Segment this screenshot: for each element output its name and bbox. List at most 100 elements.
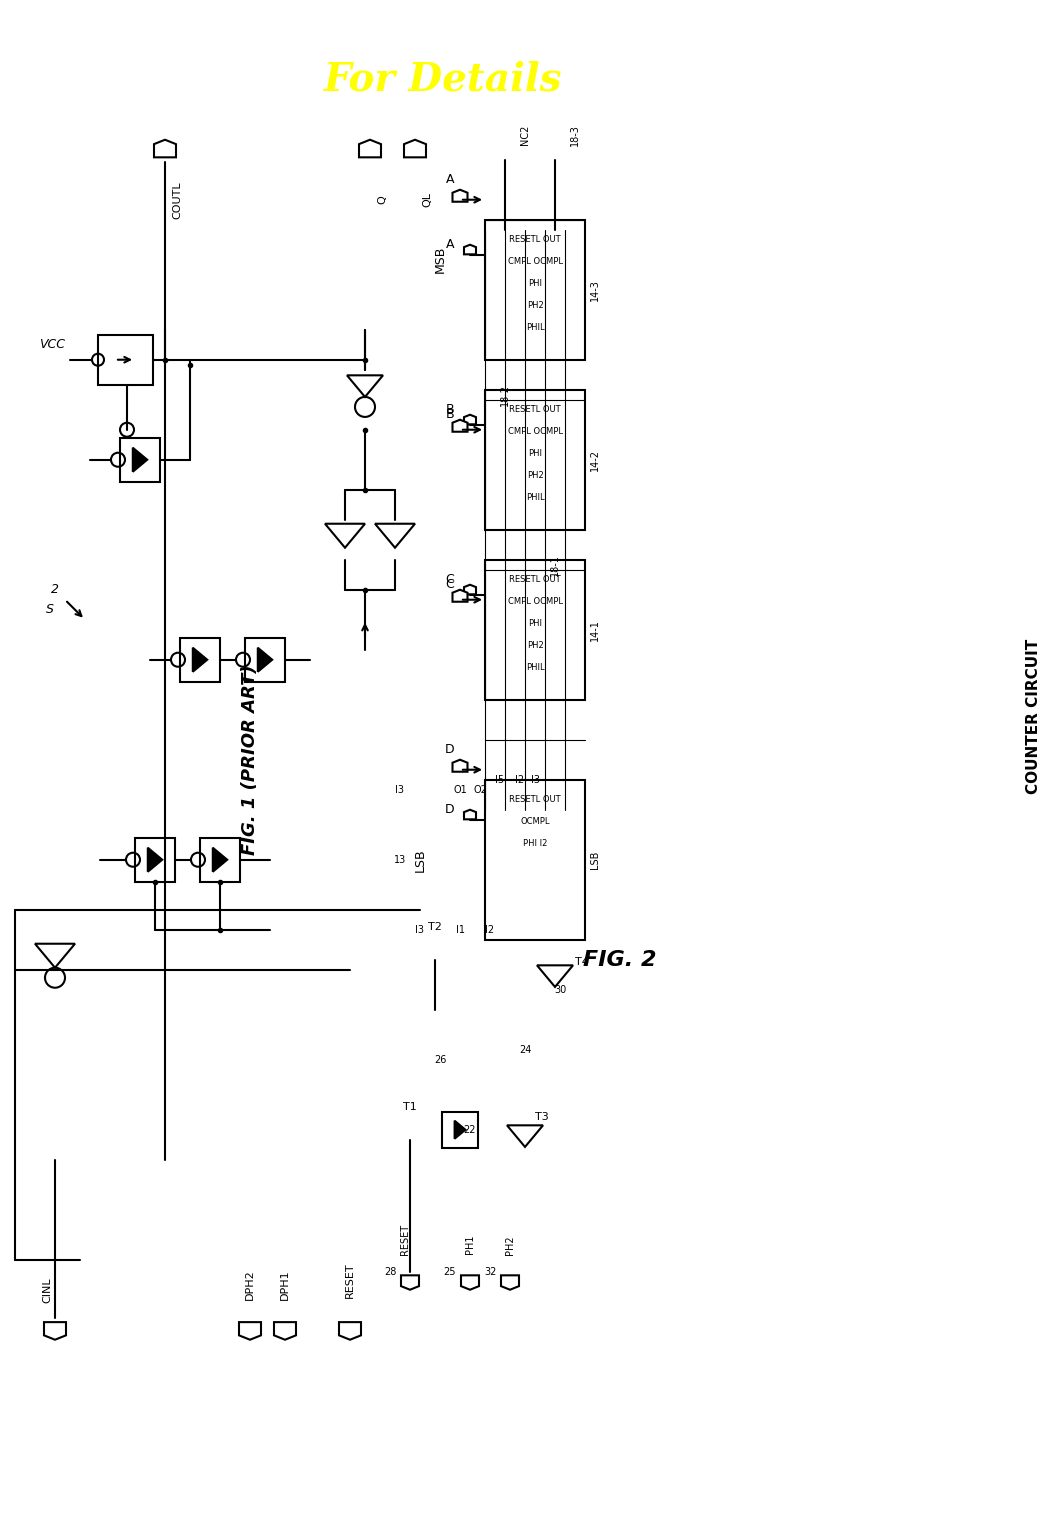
Text: VCC: VCC: [39, 338, 65, 351]
Bar: [98, 335, 153, 384]
Text: DPH1: DPH1: [280, 1269, 290, 1300]
Bar: [180, 637, 220, 681]
Polygon shape: [464, 809, 476, 820]
Polygon shape: [501, 1276, 519, 1289]
Text: 32: 32: [484, 1266, 496, 1277]
Text: RESET: RESET: [345, 1262, 355, 1297]
Text: 14-1: 14-1: [590, 619, 600, 640]
Text: 13: 13: [394, 855, 406, 864]
Text: RESET: RESET: [401, 1224, 410, 1256]
Text: I2: I2: [515, 774, 525, 785]
Text: I3: I3: [530, 774, 540, 785]
Text: 28: 28: [384, 1266, 396, 1277]
Text: CMPL OCMPL: CMPL OCMPL: [507, 597, 563, 607]
Text: CMPL OCMPL: CMPL OCMPL: [507, 258, 563, 267]
Text: FIG. 1 (PRIOR ART): FIG. 1 (PRIOR ART): [241, 664, 259, 855]
Text: COUTL: COUTL: [172, 181, 182, 218]
Text: OCMPL: OCMPL: [521, 817, 550, 826]
Text: 14-2: 14-2: [590, 448, 600, 471]
Bar: [120, 437, 160, 482]
Text: B: B: [446, 404, 454, 416]
Polygon shape: [239, 1323, 261, 1340]
Text: 2: 2: [51, 584, 59, 596]
Text: 18-3: 18-3: [570, 123, 580, 146]
Text: PH1: PH1: [465, 1234, 475, 1254]
Polygon shape: [148, 847, 162, 872]
Text: O1: O1: [453, 785, 467, 794]
Text: B: B: [446, 408, 454, 421]
Text: DPH2: DPH2: [245, 1269, 255, 1300]
Text: 24: 24: [519, 1045, 531, 1055]
Text: T3: T3: [535, 1111, 549, 1122]
Text: MSB: MSB: [433, 245, 447, 273]
Text: 26: 26: [434, 1055, 446, 1065]
Text: PHI: PHI: [528, 619, 542, 628]
Text: I1: I1: [455, 925, 465, 934]
Text: C: C: [446, 573, 454, 587]
Text: PHIL: PHIL: [526, 494, 544, 503]
Text: RESETL OUT: RESETL OUT: [509, 405, 561, 415]
Polygon shape: [404, 140, 426, 157]
Bar: [245, 637, 285, 681]
Text: PH2: PH2: [527, 642, 544, 651]
Text: I2: I2: [486, 925, 494, 934]
Polygon shape: [454, 1120, 466, 1138]
Text: COUNTER CIRCUIT: COUNTER CIRCUIT: [1027, 639, 1041, 794]
Polygon shape: [359, 140, 380, 157]
Text: PHIL: PHIL: [526, 323, 544, 332]
Text: D: D: [445, 803, 455, 817]
Text: A: A: [446, 174, 454, 186]
Text: 25: 25: [444, 1266, 456, 1277]
Bar: [485, 219, 585, 360]
Polygon shape: [133, 448, 148, 472]
Text: Q: Q: [377, 195, 387, 204]
Polygon shape: [464, 245, 476, 255]
Text: PH2: PH2: [505, 1234, 515, 1254]
Text: RESETL OUT: RESETL OUT: [509, 235, 561, 244]
Polygon shape: [452, 419, 468, 431]
Text: PHI I2: PHI I2: [523, 840, 547, 849]
Bar: [200, 838, 240, 882]
Text: I3: I3: [415, 925, 425, 934]
Polygon shape: [452, 760, 468, 771]
Text: NC2: NC2: [520, 125, 530, 145]
Text: C: C: [446, 578, 454, 591]
Text: RESETL OUT: RESETL OUT: [509, 796, 561, 805]
Text: CMPL OCMPL: CMPL OCMPL: [507, 427, 563, 436]
Text: T2: T2: [428, 922, 442, 931]
Polygon shape: [258, 648, 272, 672]
Bar: [135, 838, 175, 882]
Text: 30: 30: [553, 985, 566, 995]
Text: S: S: [46, 604, 54, 616]
Polygon shape: [193, 648, 208, 672]
Text: I5: I5: [495, 774, 505, 785]
Polygon shape: [452, 590, 468, 602]
Text: 22: 22: [464, 1125, 476, 1135]
Text: 18-1: 18-1: [550, 553, 560, 576]
Polygon shape: [213, 847, 228, 872]
Text: D: D: [445, 744, 455, 756]
Text: For Details: For Details: [324, 61, 562, 99]
Text: 18-2: 18-2: [500, 384, 510, 405]
Polygon shape: [464, 585, 476, 594]
Bar: [485, 559, 585, 700]
Bar: [485, 390, 585, 530]
Text: 14-3: 14-3: [590, 279, 600, 300]
Polygon shape: [452, 189, 468, 201]
Text: O2: O2: [473, 785, 487, 794]
Text: T4: T4: [575, 957, 589, 966]
Polygon shape: [461, 1276, 479, 1289]
Text: CINL: CINL: [42, 1277, 52, 1303]
Polygon shape: [339, 1323, 362, 1340]
Text: RESETL OUT: RESETL OUT: [509, 575, 561, 584]
Bar: [442, 1111, 479, 1148]
Text: QL: QL: [422, 192, 432, 207]
Text: T1: T1: [403, 1102, 417, 1111]
Text: PH2: PH2: [527, 302, 544, 311]
Bar: [485, 780, 585, 940]
Text: PHI: PHI: [528, 450, 542, 459]
Text: PH2: PH2: [527, 471, 544, 480]
Polygon shape: [274, 1323, 296, 1340]
Text: TAP HERE: TAP HERE: [394, 21, 491, 40]
Text: I3: I3: [395, 785, 405, 794]
